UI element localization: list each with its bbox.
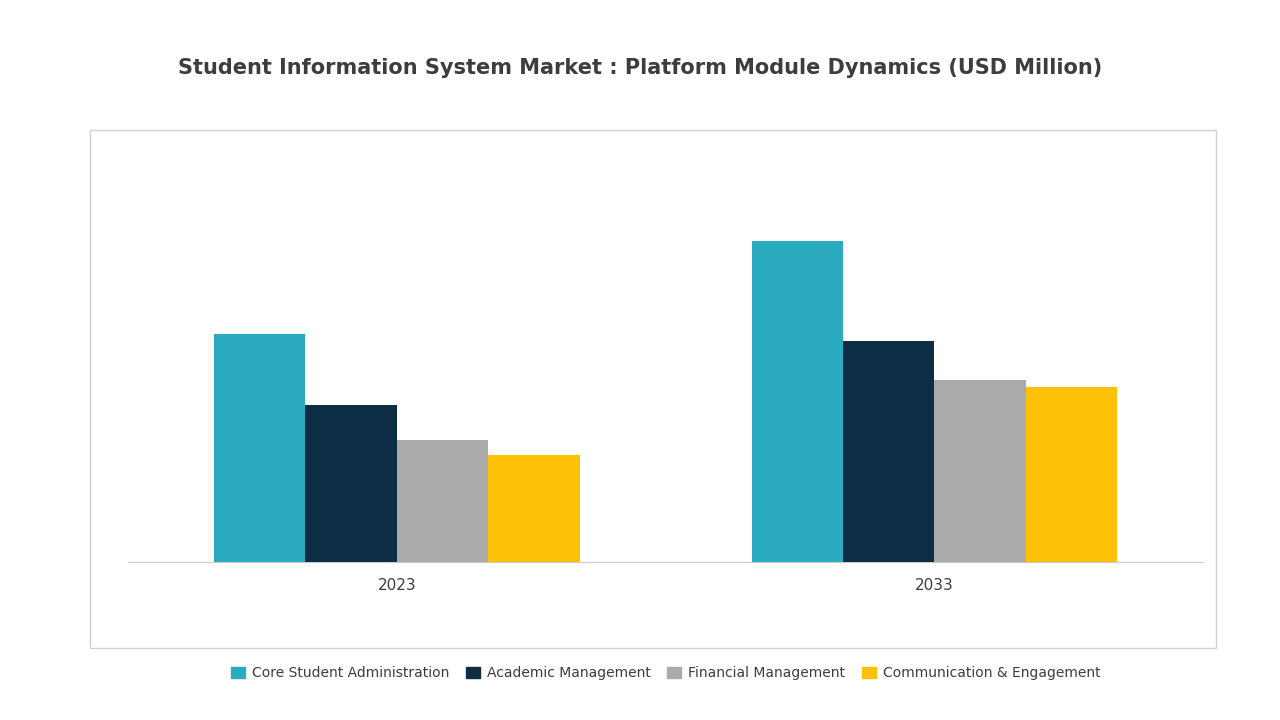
Bar [306, 405, 397, 562]
Bar [214, 333, 306, 562]
Bar [751, 241, 844, 562]
Bar [397, 441, 488, 562]
Bar [488, 455, 580, 562]
Bar [1025, 387, 1117, 562]
Text: Student Information System Market : Platform Module Dynamics (USD Million): Student Information System Market : Plat… [178, 58, 1102, 78]
Bar [844, 341, 934, 562]
Bar [934, 380, 1025, 562]
Legend: Core Student Administration, Academic Management, Financial Management, Communic: Core Student Administration, Academic Ma… [225, 661, 1106, 686]
